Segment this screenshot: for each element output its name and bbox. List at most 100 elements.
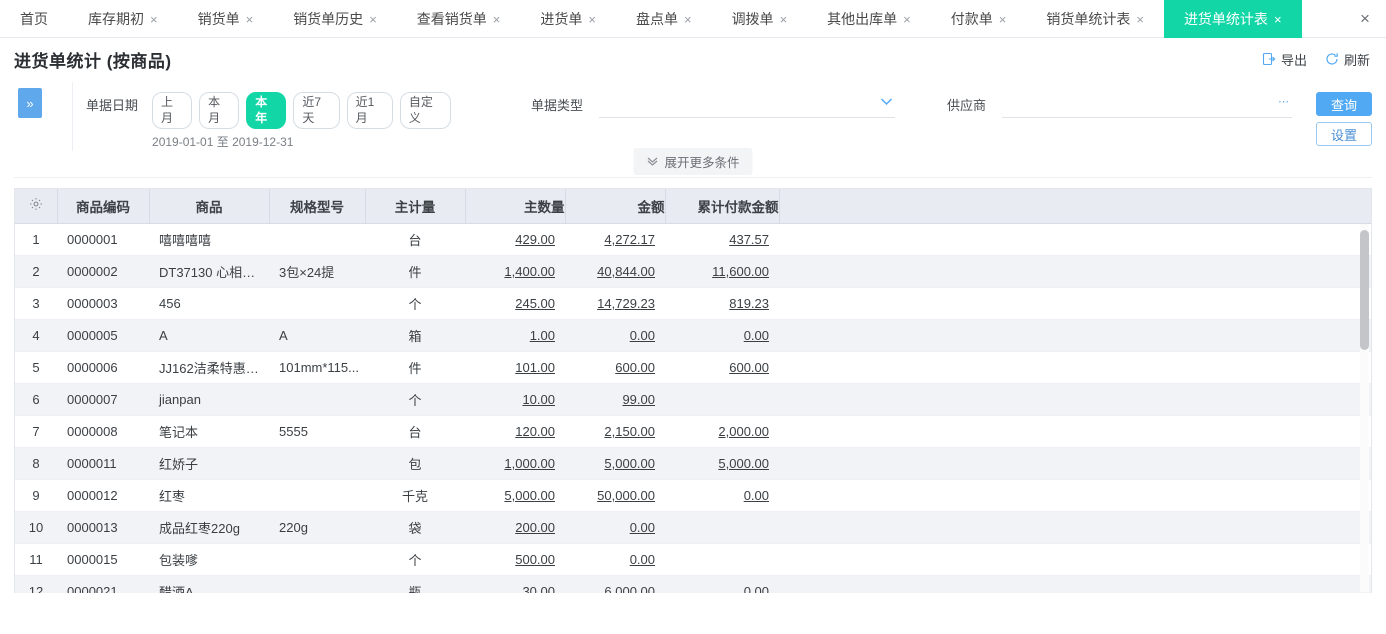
table-row[interactable]: 7 0000008 笔记本 5555 台 120.00 2,150.00 2,000.00 [15, 415, 1371, 448]
cell-paid[interactable]: 0.00 [665, 479, 779, 512]
table-vertical-scrollbar[interactable] [1360, 224, 1369, 592]
tab-close-icon[interactable]: × [150, 11, 158, 27]
column-header-code[interactable]: 商品编码 [57, 189, 150, 224]
tab-close-icon[interactable]: × [492, 11, 501, 27]
cell-qty-link[interactable]: 1.00 [529, 327, 555, 343]
refresh-button[interactable]: 刷新 [1325, 50, 1370, 69]
gear-icon[interactable] [29, 198, 43, 214]
date-pill[interactable]: 自定义 [399, 92, 451, 129]
column-header-product[interactable]: 商品 [149, 189, 270, 224]
settings-button[interactable]: 设置 [1316, 122, 1372, 146]
supplier-field[interactable]: ⋯ [1002, 92, 1292, 118]
column-header-paid[interactable]: 累计付款金额 [665, 189, 780, 224]
table-scrollbar-thumb[interactable] [1360, 230, 1369, 350]
cell-paid-link[interactable]: 5,000.00 [718, 455, 769, 471]
cell-qty-link[interactable]: 120.00 [515, 423, 555, 439]
collapse-sidebar-icon[interactable]: » [18, 88, 42, 118]
cell-amount-link[interactable]: 0.00 [629, 551, 655, 567]
cell-paid[interactable]: 5,000.00 [665, 447, 779, 480]
tab-close-icon[interactable]: × [779, 11, 788, 27]
tab-item[interactable]: 调拨单 × [712, 0, 808, 38]
cell-amount-link[interactable]: 50,000.00 [597, 487, 655, 503]
table-row[interactable]: 12 0000021 醋酒A 瓶 30.00 6,000.00 0.00 [15, 575, 1371, 593]
tab-item[interactable]: 付款单 × [931, 0, 1027, 38]
cell-amount-link[interactable]: 14,729.23 [597, 295, 655, 311]
tab-close-icon[interactable]: × [1136, 11, 1144, 27]
cell-paid-link[interactable]: 2,000.00 [718, 423, 769, 439]
cell-paid-link[interactable]: 437.57 [729, 231, 769, 247]
cell-paid[interactable]: 0.00 [665, 575, 779, 593]
cell-amount[interactable]: 600.00 [565, 351, 665, 384]
cell-amount-link[interactable]: 99.00 [622, 391, 655, 407]
date-pill[interactable]: 本年 [246, 92, 287, 129]
cell-paid-link[interactable]: 0.00 [743, 583, 769, 594]
cell-qty[interactable]: 120.00 [465, 415, 565, 448]
table-row[interactable]: 10 0000013 成品红枣220g 220g 袋 200.00 0.00 [15, 511, 1371, 544]
cell-amount-link[interactable]: 0.00 [629, 327, 655, 343]
chevron-down-icon[interactable] [880, 95, 893, 109]
cell-qty[interactable]: 5,000.00 [465, 479, 565, 512]
cell-qty[interactable]: 1.00 [465, 319, 565, 352]
cell-amount[interactable]: 0.00 [565, 511, 665, 544]
tab-close-icon[interactable]: × [369, 11, 377, 27]
column-header-spec[interactable]: 规格型号 [269, 189, 366, 224]
tab-item[interactable]: 其他出库单 × [807, 0, 931, 38]
tab-item[interactable]: 进货单 × [520, 0, 616, 38]
cell-paid[interactable]: 819.23 [665, 287, 779, 320]
table-row[interactable]: 50000006JJ162洁柔特惠卷纸卫...101mm*115...件 101.… [15, 351, 1371, 384]
column-header-unit[interactable]: 主计量 [365, 189, 466, 224]
cell-amount-link[interactable]: 40,844.00 [597, 263, 655, 279]
cell-qty[interactable]: 245.00 [465, 287, 565, 320]
cell-qty-link[interactable]: 101.00 [515, 359, 555, 375]
table-row[interactable]: 11 0000015 包装嗲 个 500.00 0.00 [15, 543, 1371, 576]
tab-close-icon[interactable]: × [245, 11, 254, 27]
table-row[interactable]: 4 0000005 A A 箱 1.00 0.00 0.00 [15, 319, 1371, 352]
doc-type-input[interactable] [598, 97, 895, 112]
date-pill[interactable]: 近7天 [293, 92, 340, 129]
column-settings-header[interactable] [15, 189, 58, 224]
export-button[interactable]: 导出 [1262, 50, 1307, 69]
cell-paid-link[interactable]: 0.00 [743, 487, 769, 503]
tab-close-icon[interactable]: × [998, 11, 1007, 27]
ellipsis-icon[interactable]: ⋯ [1278, 96, 1290, 108]
cell-amount[interactable]: 2,150.00 [565, 415, 665, 448]
table-row[interactable]: 1 0000001 嘻嘻嘻嘻 台 429.00 4,272.17 437.57 [15, 223, 1371, 256]
cell-qty[interactable]: 30.00 [465, 575, 565, 593]
cell-paid-link[interactable]: 600.00 [729, 359, 769, 375]
date-range-text[interactable]: 2019-01-01 至 2019-12-31 [152, 135, 294, 149]
tab-item[interactable]: 查看销货单 × [397, 0, 521, 38]
date-pill[interactable]: 本月 [199, 92, 240, 129]
query-button[interactable]: 查询 [1316, 92, 1372, 116]
close-all-tabs-icon[interactable]: × [1360, 8, 1370, 28]
cell-paid[interactable]: 2,000.00 [665, 415, 779, 448]
cell-paid[interactable]: 11,600.00 [665, 255, 779, 288]
cell-amount-link[interactable]: 6,000.00 [604, 583, 655, 594]
cell-amount-link[interactable]: 4,272.17 [604, 231, 655, 247]
tab-close-icon[interactable]: × [683, 11, 692, 27]
cell-qty[interactable]: 429.00 [465, 223, 565, 256]
tab-item[interactable]: 进货单统计表 × [1163, 0, 1302, 38]
cell-amount[interactable]: 4,272.17 [565, 223, 665, 256]
cell-amount[interactable]: 0.00 [565, 319, 665, 352]
cell-qty-link[interactable]: 1,000.00 [504, 455, 555, 471]
expand-more-conditions-button[interactable]: 展开更多条件 [633, 148, 753, 175]
cell-amount[interactable]: 14,729.23 [565, 287, 665, 320]
tab-item[interactable]: 库存期初 × [68, 0, 178, 38]
tab-item[interactable]: 首页 [0, 0, 68, 38]
cell-paid[interactable]: 437.57 [665, 223, 779, 256]
tab-close-icon[interactable]: × [903, 11, 911, 27]
cell-paid-link[interactable]: 11,600.00 [712, 263, 769, 279]
cell-qty-link[interactable]: 1,400.00 [504, 263, 555, 279]
cell-qty[interactable]: 1,400.00 [465, 255, 565, 288]
cell-paid-link[interactable]: 0.00 [743, 327, 769, 343]
tab-item[interactable]: 盘点单 × [616, 0, 712, 38]
tab-item[interactable]: 销货单统计表 × [1026, 0, 1164, 38]
cell-qty-link[interactable]: 200.00 [515, 519, 555, 535]
cell-amount[interactable]: 6,000.00 [565, 575, 665, 593]
cell-qty[interactable]: 1,000.00 [465, 447, 565, 480]
table-row[interactable]: 6 0000007 jianpan 个 10.00 99.00 [15, 383, 1371, 416]
doc-type-field[interactable] [598, 92, 895, 118]
date-pill[interactable]: 上月 [152, 92, 193, 129]
cell-paid[interactable]: 600.00 [665, 351, 779, 384]
